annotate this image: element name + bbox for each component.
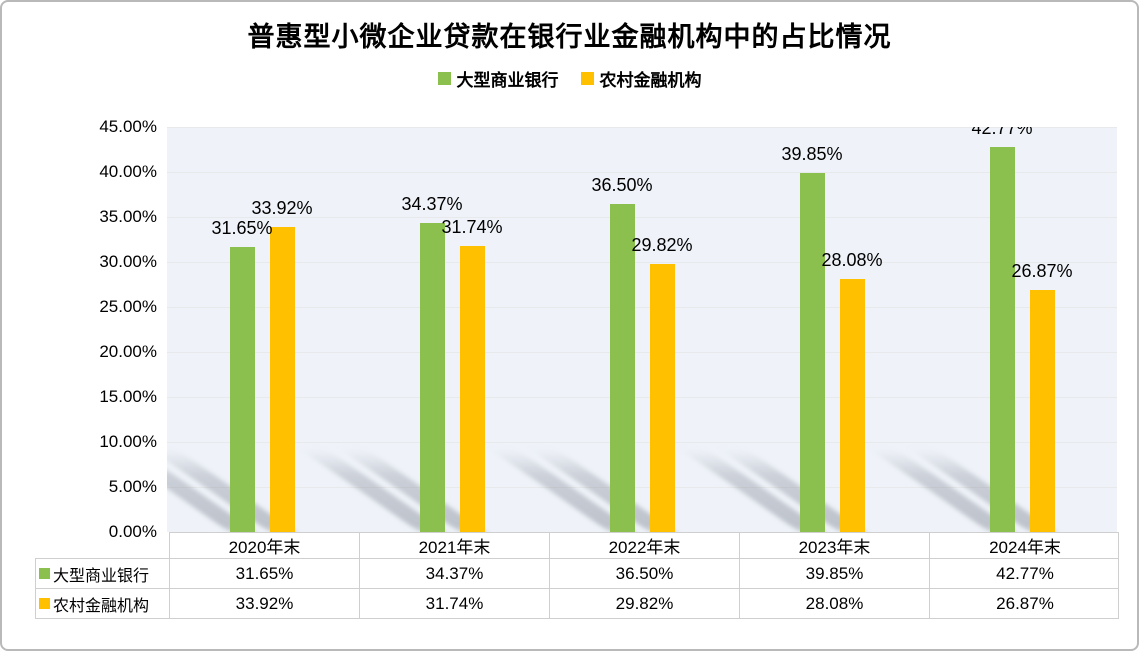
bar [799,173,825,532]
table-value-cell: 31.65% [170,559,360,588]
table-value-cell: 26.87% [996,593,1054,613]
table-value-cell: 42.77% [996,563,1054,583]
table-category-cell: 2021年末 [360,533,550,558]
bar [839,279,865,532]
series-swatch-icon [39,568,50,579]
y-axis-tick-label: 25.00% [99,297,157,316]
bar-value-label: 28.08% [821,250,883,271]
legend: 大型商业银行 农村金融机构 [2,66,1137,91]
gridline [167,217,1117,218]
table-category-cell: 2024年末 [989,538,1061,557]
bar [1029,290,1055,532]
bar-value-label: 29.82% [631,234,693,255]
bar-value-label: 34.37% [401,193,463,214]
table-category-cell: 2022年末 [550,533,740,558]
table-series-row: 大型商业银行 31.65% 34.37% 36.50% 39.85% 42.77% [35,558,1119,589]
legend-item-label: 大型商业银行 [456,70,559,90]
table-category-cell: 2023年末 [740,533,930,558]
bar-value-label: 39.85% [781,144,843,165]
bar [459,246,485,532]
bar-value-label: 36.50% [591,174,653,195]
gridline [167,262,1117,263]
y-axis-tick-label: 15.00% [99,387,157,406]
table-row-header-label: 大型商业银行 [53,567,150,585]
table-row-header: 农村金融机构 [36,589,170,618]
plot-area: 31.65% 34.37% 36.50% 39.85% 42.77% 33.92% 31.7… [167,127,1117,532]
gridline [167,442,1117,443]
y-axis-tick-label: 0.00% [108,522,157,541]
y-axis-tick-label: 20.00% [99,342,157,361]
bar [609,203,635,532]
gridline [167,397,1117,398]
table-category-row: 2020年末 2021年末 2022年末 2023年末 2024年末 [169,532,1119,559]
y-axis-tick-label: 5.00% [108,477,157,496]
y-axis-tick-label: 45.00% [99,117,157,136]
bar-value-label: 33.92% [251,197,313,218]
bar [229,247,255,532]
bar [649,263,675,532]
table-value-cell: 29.82% [550,589,740,618]
table-row-header: 大型商业银行 [36,559,170,588]
table-row-header-label: 农村金融机构 [53,597,150,615]
legend-item: 农村金融机构 [580,66,702,91]
bar [269,226,295,532]
gridline [167,487,1117,488]
chart-title: 普惠型小微企业贷款在银行业金融机构中的占比情况 [247,22,892,52]
table-value-cell: 36.50% [550,559,740,588]
y-axis-tick-label: 35.00% [99,207,157,226]
bar-value-label: 26.87% [1011,261,1073,282]
gridline [167,172,1117,173]
y-axis-tick-label: 30.00% [99,252,157,271]
y-axis-tick-label: 10.00% [99,432,157,451]
legend-item: 大型商业银行 [437,66,559,91]
bar-value-label: 31.74% [441,217,503,238]
legend-swatch-icon [437,71,451,85]
bar-value-label: 42.77% [971,127,1033,139]
table-value-cell: 39.85% [740,559,930,588]
gridline [167,127,1117,128]
series-swatch-icon [39,598,50,609]
table-series-row: 农村金融机构 33.92% 31.74% 29.82% 28.08% 26.87% [35,588,1119,619]
table-value-cell: 28.08% [740,589,930,618]
gridline [167,307,1117,308]
y-axis-tick-label: 40.00% [99,162,157,181]
legend-swatch-icon [580,71,594,85]
table-value-cell: 33.92% [170,589,360,618]
table-value-cell: 34.37% [360,559,550,588]
gridline [167,352,1117,353]
bar [989,147,1015,532]
bar-value-label: 31.65% [211,218,273,239]
bar [419,222,445,532]
legend-item-label: 农村金融机构 [599,70,702,90]
table-category-cell: 2020年末 [170,533,360,558]
table-value-cell: 31.74% [360,589,550,618]
